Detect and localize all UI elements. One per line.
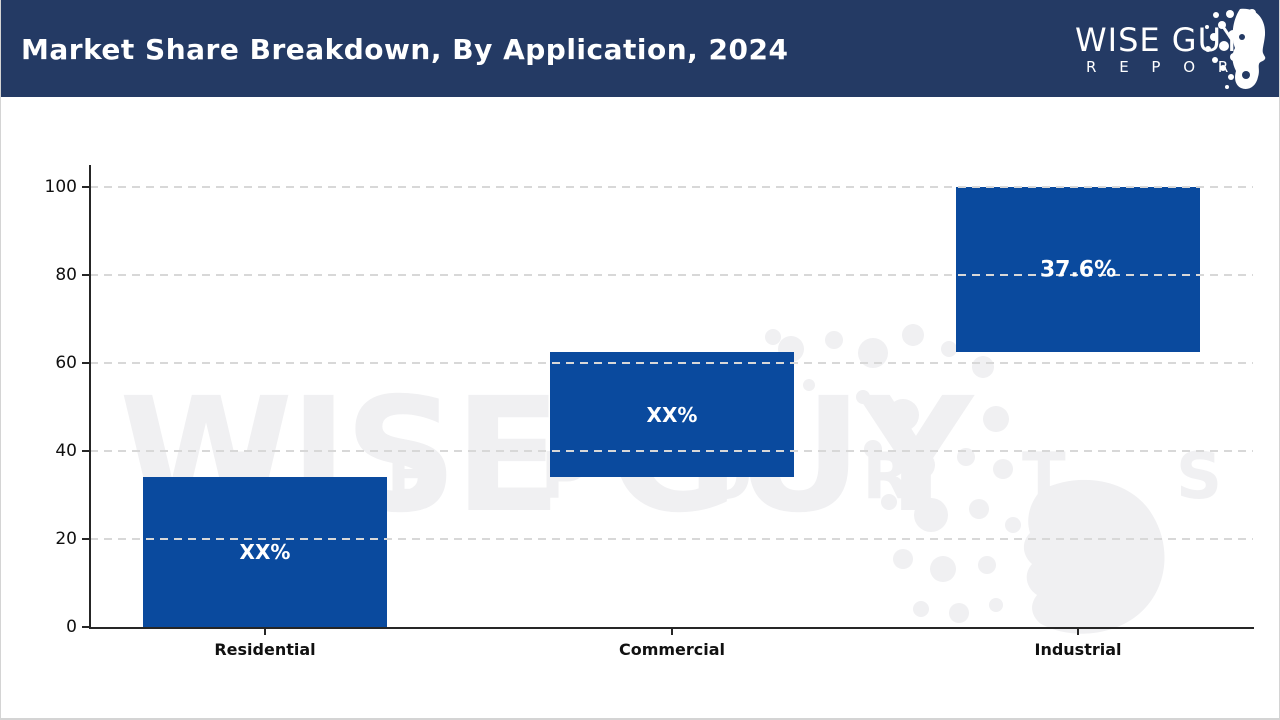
wiseguy-logo: WISE GUY R E P O R T S — [1030, 0, 1279, 97]
y-tick-mark — [82, 450, 89, 452]
y-tick-label: 100 — [44, 177, 77, 197]
y-tick-mark — [82, 186, 89, 188]
watermark-head-dots-icon — [765, 324, 1165, 634]
y-tick-label: 40 — [55, 441, 77, 461]
gridline — [90, 538, 1253, 540]
gridline — [90, 274, 1253, 276]
x-category-label: Industrial — [1034, 640, 1122, 659]
bar-residential — [143, 477, 387, 627]
y-tick-mark — [82, 362, 89, 364]
y-tick-label: 80 — [55, 265, 77, 285]
bar-value-label: XX% — [239, 540, 291, 565]
x-tick-mark — [671, 628, 673, 635]
bar-value-label: XX% — [646, 402, 698, 427]
y-tick-label: 20 — [55, 529, 77, 549]
y-tick-label: 60 — [55, 353, 77, 373]
gridline — [90, 186, 1253, 188]
y-tick-mark — [82, 538, 89, 540]
gridline — [90, 450, 1253, 452]
x-category-label: Commercial — [618, 640, 726, 659]
x-category-label: Residential — [214, 640, 316, 659]
report-title: Market Share Breakdown, By Application, … — [21, 33, 789, 66]
chart-area: WISE GUY R E P O R T S 020406080100XX%Re… — [1, 97, 1279, 718]
y-tick-label: 0 — [66, 617, 77, 637]
y-tick-mark — [82, 274, 89, 276]
x-tick-mark — [1077, 628, 1079, 635]
bar-industrial — [956, 187, 1200, 353]
y-tick-mark — [82, 626, 89, 628]
report-header: Market Share Breakdown, By Application, … — [1, 0, 1279, 97]
x-tick-mark — [264, 628, 266, 635]
bar-commercial — [550, 352, 794, 478]
gridline — [90, 362, 1253, 364]
bar-value-label: 37.6% — [1039, 257, 1117, 283]
y-axis-spine — [89, 165, 91, 627]
logo-subtext: R E P O R T S — [1086, 58, 1280, 76]
logo-head-icon — [1205, 8, 1266, 89]
